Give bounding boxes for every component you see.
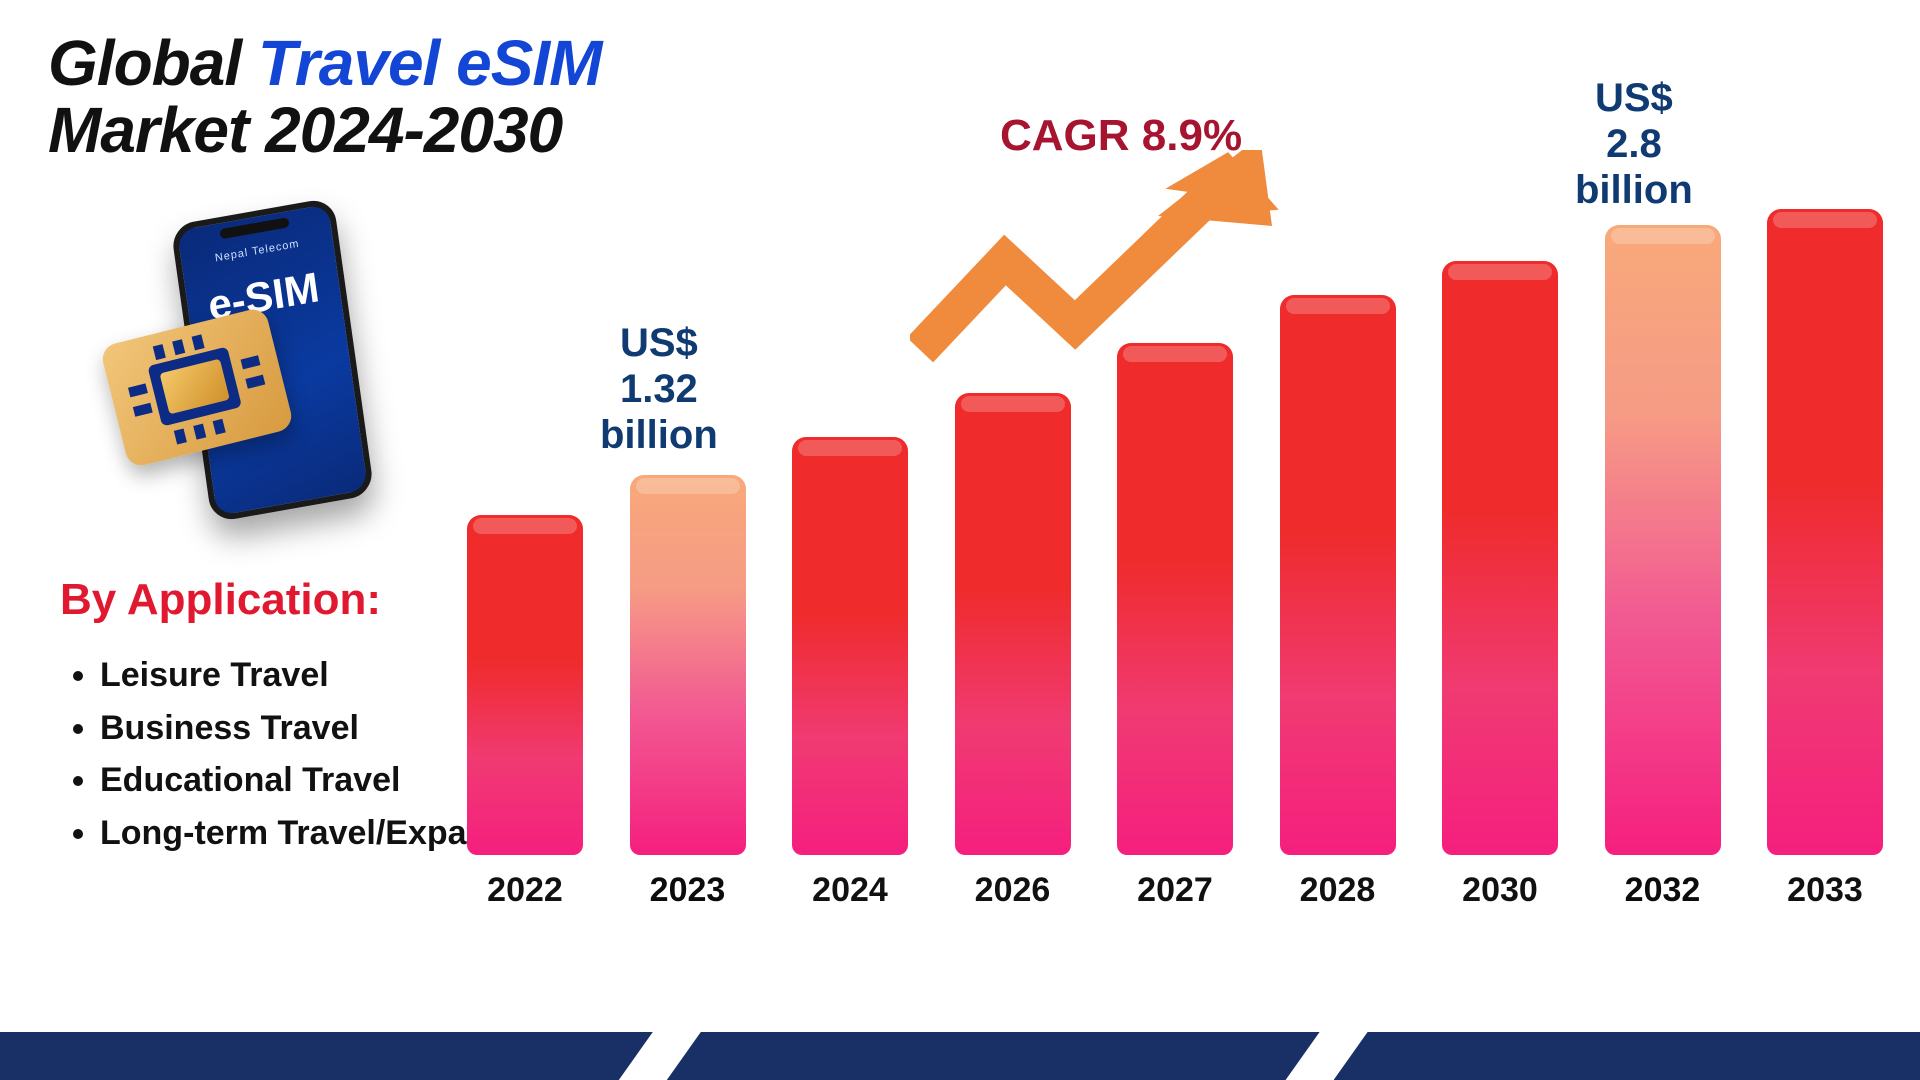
bar-year-label: 2027 [1137, 871, 1213, 910]
footer-segment [1334, 1032, 1920, 1080]
bar [467, 515, 583, 855]
applications-heading: By Application: [60, 575, 497, 625]
bar [1117, 343, 1233, 855]
bar [1605, 225, 1721, 855]
bar-year-label: 2032 [1625, 871, 1701, 910]
esim-illustration: Nepal Telecom e-SIM [100, 210, 400, 520]
bar-wrap: 2027 [1110, 343, 1240, 910]
title-highlight: Travel eSIM [258, 27, 602, 99]
applications-block: By Application: Leisure Travel Business … [60, 575, 497, 860]
title-prefix: Global [48, 27, 258, 99]
bar-year-label: 2026 [975, 871, 1051, 910]
bar-year-label: 2028 [1300, 871, 1376, 910]
title-line-1: Global Travel eSIM [48, 30, 601, 97]
bar [630, 475, 746, 855]
bar-year-label: 2030 [1462, 871, 1538, 910]
bar [955, 393, 1071, 855]
bar-wrap: 2022 [460, 515, 590, 910]
footer-band [0, 1032, 1920, 1080]
bar-year-label: 2023 [650, 871, 726, 910]
footer-segment [667, 1032, 1320, 1080]
applications-list: Leisure Travel Business Travel Education… [60, 649, 497, 860]
bar-wrap: 2028 [1273, 295, 1403, 910]
list-item: Leisure Travel [100, 649, 497, 702]
bar-wrap: 2026 [948, 393, 1078, 910]
bar-wrap: 2023 [623, 475, 753, 910]
bar [1767, 209, 1883, 855]
bar [792, 437, 908, 855]
bar-wrap: 2032 [1598, 225, 1728, 910]
list-item: Educational Travel [100, 754, 497, 807]
bars-container: 2022 2023 2024 2026 2027 2028 2030 2032 2033 [460, 150, 1890, 910]
footer-segment [0, 1032, 653, 1080]
infographic-page: Global Travel eSIM Market 2024-2030 Nepa… [0, 0, 1920, 1080]
bar-wrap: 2024 [785, 437, 915, 910]
bar-year-label: 2022 [487, 871, 563, 910]
phone-notch-icon [219, 217, 289, 239]
bar-chart: US$ 1.32 billion US$ 2.8 billion CAGR 8.… [460, 90, 1890, 970]
list-item: Long-term Travel/Expats [100, 807, 497, 860]
callout-line: US$ [1575, 75, 1693, 121]
bar-year-label: 2033 [1787, 871, 1863, 910]
bar [1442, 261, 1558, 855]
bar-wrap: 2030 [1435, 261, 1565, 910]
bar-wrap: 2033 [1760, 209, 1890, 910]
list-item: Business Travel [100, 702, 497, 755]
bar [1280, 295, 1396, 855]
bar-year-label: 2024 [812, 871, 888, 910]
